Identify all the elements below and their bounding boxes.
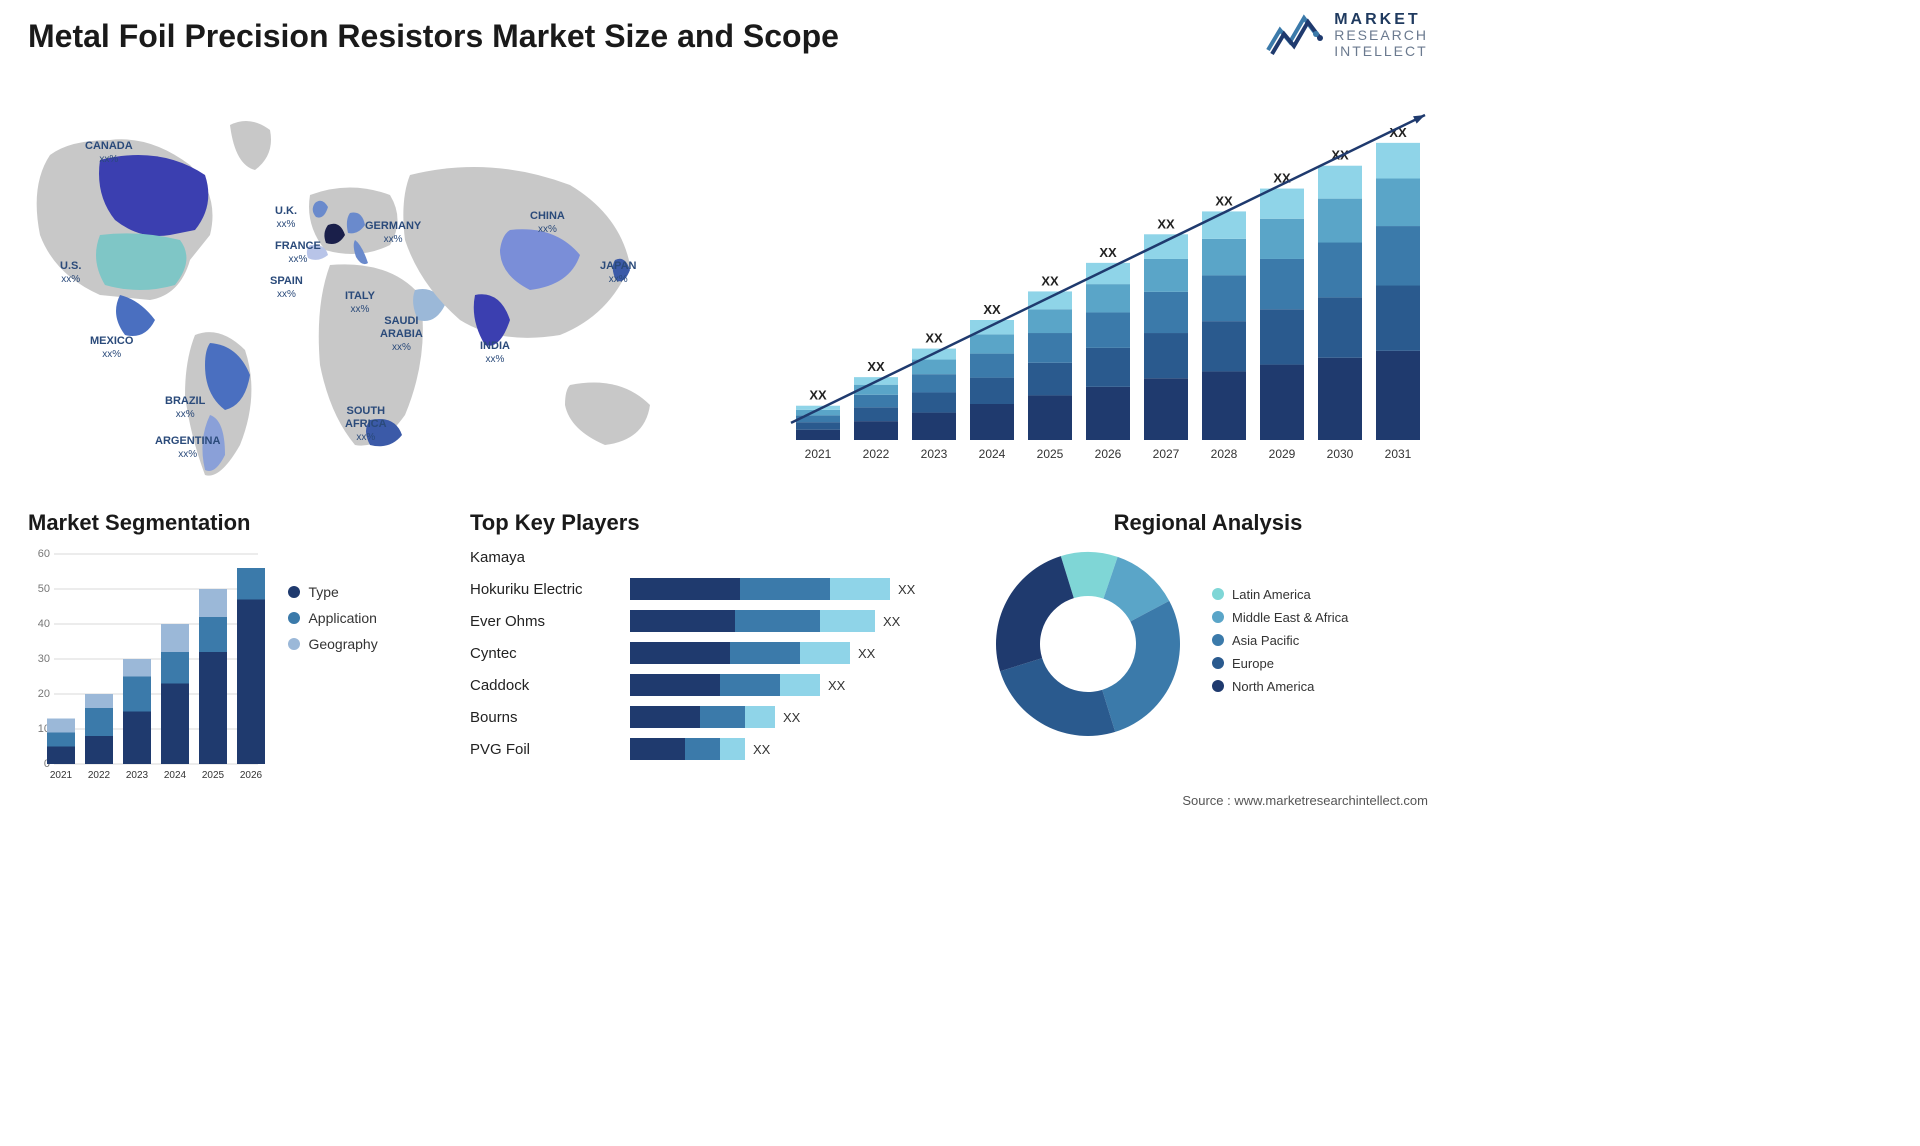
key-player-bar [630, 674, 820, 696]
logo-line1: MARKET [1334, 11, 1428, 29]
regional-legend: Latin America Middle East & Africa Asia Pa… [1212, 587, 1348, 702]
logo-line2: RESEARCH [1334, 28, 1428, 43]
legend-item: Europe [1212, 656, 1348, 671]
key-player-name: Ever Ohms [470, 613, 630, 630]
key-player-value: XX [828, 678, 845, 693]
svg-text:2025: 2025 [1037, 447, 1064, 461]
svg-text:2029: 2029 [1269, 447, 1296, 461]
svg-text:2026: 2026 [1095, 447, 1122, 461]
map-label-spain: SPAINxx% [270, 275, 303, 301]
svg-text:2024: 2024 [164, 770, 187, 781]
svg-text:XX: XX [809, 388, 827, 403]
segmentation-title: Market Segmentation [28, 510, 448, 536]
key-player-name: PVG Foil [470, 741, 630, 758]
key-player-row: Caddock XX [470, 672, 950, 698]
key-players-panel: Top Key Players Kamaya Hokuriku Electric X… [470, 510, 950, 768]
key-player-name: Cyntec [470, 645, 630, 662]
page-title: Metal Foil Precision Resistors Market Si… [28, 18, 839, 55]
regional-title: Regional Analysis [988, 510, 1428, 536]
map-label-japan: JAPANxx% [600, 260, 636, 286]
key-player-row: Cyntec XX [470, 640, 950, 666]
map-label-u-k-: U.K.xx% [275, 205, 297, 231]
world-map: CANADAxx% U.S.xx% MEXICOxx% BRAZILxx% ARGENT… [10, 85, 710, 485]
map-label-south-africa: SOUTHAFRICAxx% [345, 405, 387, 445]
svg-text:2021: 2021 [50, 770, 73, 781]
map-label-italy: ITALYxx% [345, 290, 375, 316]
logo-icon [1266, 10, 1326, 60]
svg-text:60: 60 [38, 548, 50, 560]
map-label-argentina: ARGENTINAxx% [155, 435, 220, 461]
svg-text:20: 20 [38, 688, 50, 700]
map-label-china: CHINAxx% [530, 210, 565, 236]
svg-text:XX: XX [983, 302, 1001, 317]
svg-text:2021: 2021 [805, 447, 832, 461]
svg-text:2031: 2031 [1385, 447, 1412, 461]
map-label-brazil: BRAZILxx% [165, 395, 205, 421]
regional-panel: Regional Analysis Latin America Middle Ea… [988, 510, 1428, 744]
svg-text:50: 50 [38, 583, 50, 595]
svg-text:2025: 2025 [202, 770, 225, 781]
key-player-name: Kamaya [470, 549, 630, 566]
svg-text:2023: 2023 [921, 447, 948, 461]
svg-text:30: 30 [38, 653, 50, 665]
regional-donut [988, 544, 1188, 744]
key-player-row: Ever Ohms XX [470, 608, 950, 634]
svg-text:2023: 2023 [126, 770, 149, 781]
map-label-germany: GERMANYxx% [365, 220, 421, 246]
legend-item: Latin America [1212, 587, 1348, 602]
svg-text:XX: XX [1215, 193, 1233, 208]
svg-text:2027: 2027 [1153, 447, 1180, 461]
segmentation-legend: Type Application Geography [288, 584, 377, 662]
svg-text:2024: 2024 [979, 447, 1006, 461]
svg-text:2028: 2028 [1211, 447, 1238, 461]
key-player-bar [630, 610, 875, 632]
brand-logo: MARKET RESEARCH INTELLECT [1266, 10, 1428, 60]
key-player-bar [630, 642, 850, 664]
svg-text:XX: XX [1041, 273, 1059, 288]
svg-text:40: 40 [38, 618, 50, 630]
key-player-name: Caddock [470, 677, 630, 694]
key-player-name: Bourns [470, 709, 630, 726]
key-player-name: Hokuriku Electric [470, 581, 630, 598]
key-player-row: PVG Foil XX [470, 736, 950, 762]
map-label-u-s-: U.S.xx% [60, 260, 81, 286]
key-player-row: Bourns XX [470, 704, 950, 730]
key-player-bar [630, 578, 890, 600]
source-text: Source : www.marketresearchintellect.com [1182, 793, 1428, 808]
map-label-mexico: MEXICOxx% [90, 335, 133, 361]
segmentation-panel: Market Segmentation 01020304050602021202… [28, 510, 448, 784]
key-player-value: XX [858, 646, 875, 661]
svg-text:XX: XX [1099, 245, 1117, 260]
key-players-title: Top Key Players [470, 510, 950, 536]
key-player-value: XX [898, 582, 915, 597]
svg-text:XX: XX [867, 359, 885, 374]
key-player-value: XX [753, 742, 770, 757]
svg-text:2026: 2026 [240, 770, 263, 781]
key-player-row: Kamaya [470, 544, 950, 570]
legend-item: Application [288, 610, 377, 626]
legend-item: North America [1212, 679, 1348, 694]
svg-text:2022: 2022 [88, 770, 111, 781]
map-label-saudi-arabia: SAUDIARABIAxx% [380, 315, 423, 355]
svg-text:XX: XX [1157, 216, 1175, 231]
key-player-row: Hokuriku Electric XX [470, 576, 950, 602]
logo-text: MARKET RESEARCH INTELLECT [1334, 11, 1428, 59]
key-player-bar [630, 706, 775, 728]
map-label-france: FRANCExx% [275, 240, 321, 266]
map-label-canada: CANADAxx% [85, 140, 133, 166]
legend-item: Asia Pacific [1212, 633, 1348, 648]
legend-item: Middle East & Africa [1212, 610, 1348, 625]
key-player-bar [630, 738, 745, 760]
key-player-value: XX [883, 614, 900, 629]
logo-line3: INTELLECT [1334, 44, 1428, 59]
svg-text:2022: 2022 [863, 447, 890, 461]
svg-text:2030: 2030 [1327, 447, 1354, 461]
svg-text:XX: XX [925, 331, 943, 346]
legend-item: Geography [288, 636, 377, 652]
key-player-value: XX [783, 710, 800, 725]
map-label-india: INDIAxx% [480, 340, 510, 366]
growth-chart: 2021 XX 2022 XX 2023 XX 2024 XX 2025 XX 2026 XX 2027… [768, 90, 1428, 470]
legend-item: Type [288, 584, 377, 600]
